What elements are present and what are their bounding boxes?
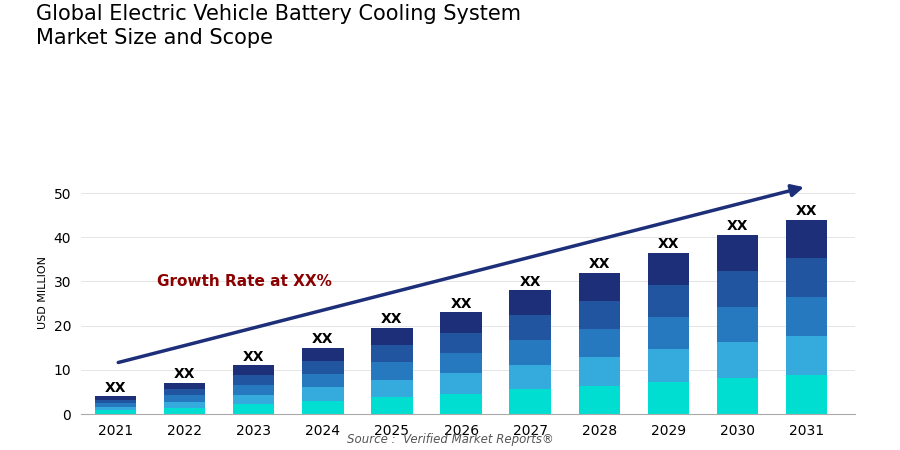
- Bar: [94, 407, 136, 410]
- Bar: [648, 382, 689, 414]
- Bar: [786, 375, 827, 414]
- Bar: [716, 342, 758, 378]
- Text: XX: XX: [243, 350, 265, 364]
- Bar: [233, 395, 274, 404]
- Bar: [509, 364, 551, 389]
- Bar: [579, 357, 620, 386]
- Bar: [509, 389, 551, 414]
- Bar: [786, 297, 827, 336]
- Bar: [302, 401, 344, 414]
- Bar: [716, 306, 758, 342]
- Text: XX: XX: [312, 332, 334, 346]
- Bar: [233, 385, 274, 395]
- Text: XX: XX: [658, 237, 680, 251]
- Bar: [233, 375, 274, 385]
- Text: Growth Rate at XX%: Growth Rate at XX%: [157, 274, 332, 289]
- Text: XX: XX: [382, 312, 402, 326]
- Bar: [648, 317, 689, 350]
- Bar: [94, 403, 136, 407]
- Bar: [164, 389, 205, 396]
- Bar: [716, 235, 758, 271]
- Bar: [440, 312, 482, 333]
- Bar: [786, 336, 827, 375]
- Bar: [371, 362, 413, 379]
- Bar: [440, 374, 482, 394]
- Bar: [302, 361, 344, 374]
- Bar: [579, 329, 620, 357]
- Bar: [164, 408, 205, 414]
- Bar: [302, 387, 344, 401]
- Bar: [648, 253, 689, 285]
- Text: XX: XX: [174, 367, 195, 381]
- Bar: [648, 285, 689, 317]
- Bar: [371, 397, 413, 414]
- Text: XX: XX: [796, 204, 817, 218]
- Bar: [164, 396, 205, 402]
- Text: Global Electric Vehicle Battery Cooling System
Market Size and Scope: Global Electric Vehicle Battery Cooling …: [36, 4, 521, 48]
- Bar: [509, 290, 551, 315]
- Text: XX: XX: [519, 274, 541, 288]
- Bar: [716, 378, 758, 414]
- Text: XX: XX: [104, 381, 126, 395]
- Text: XX: XX: [589, 257, 610, 271]
- Bar: [164, 402, 205, 408]
- Bar: [94, 410, 136, 414]
- Bar: [233, 365, 274, 375]
- Bar: [371, 345, 413, 362]
- Y-axis label: USD MILLION: USD MILLION: [38, 256, 48, 329]
- Bar: [94, 400, 136, 403]
- Bar: [440, 333, 482, 353]
- Bar: [371, 379, 413, 397]
- Bar: [579, 386, 620, 414]
- Text: XX: XX: [450, 297, 472, 310]
- Bar: [302, 374, 344, 387]
- Bar: [509, 315, 551, 340]
- Bar: [786, 220, 827, 258]
- Bar: [716, 271, 758, 306]
- Bar: [233, 404, 274, 414]
- Bar: [302, 348, 344, 361]
- Bar: [440, 394, 482, 414]
- Bar: [579, 273, 620, 301]
- Bar: [94, 396, 136, 400]
- Bar: [648, 350, 689, 382]
- Bar: [164, 383, 205, 389]
- Text: Source :  Verified Market Reports®: Source : Verified Market Reports®: [346, 432, 554, 446]
- Text: XX: XX: [727, 219, 748, 233]
- Bar: [371, 328, 413, 345]
- Bar: [786, 258, 827, 297]
- Bar: [440, 353, 482, 373]
- Bar: [579, 301, 620, 329]
- Bar: [509, 340, 551, 364]
